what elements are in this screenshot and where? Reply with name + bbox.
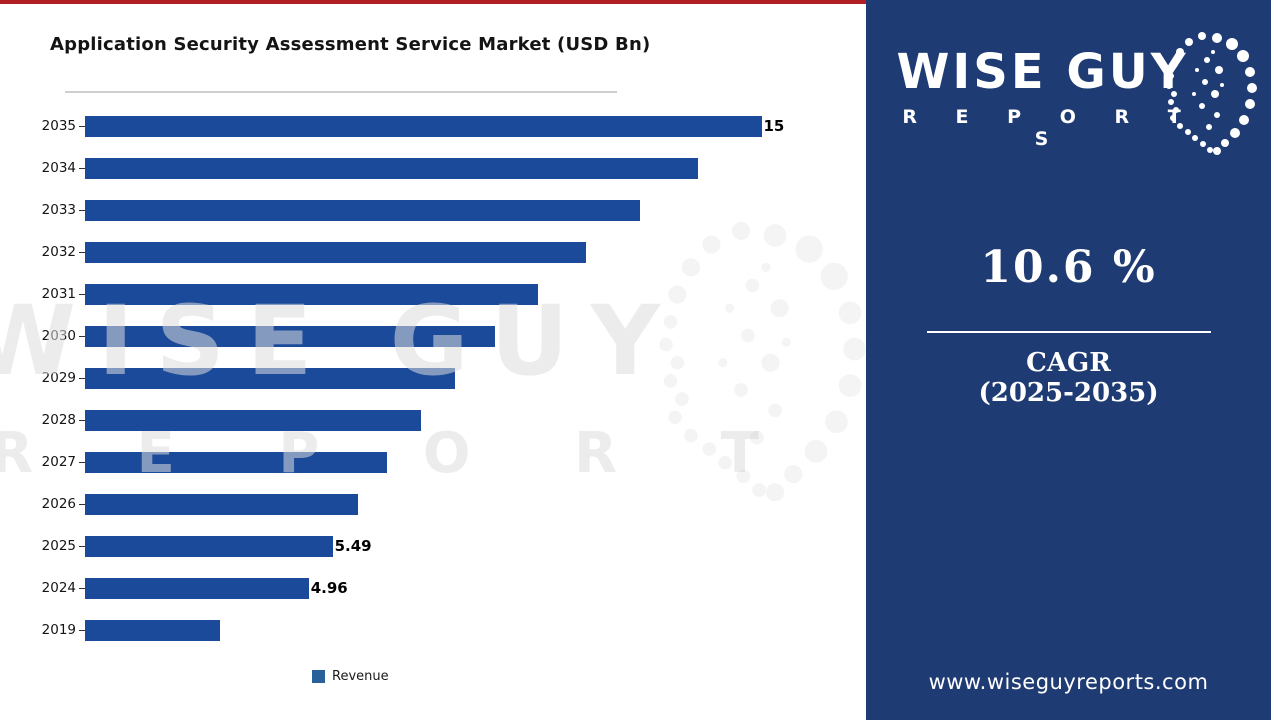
bar-row-2029: 2029 [0,357,866,399]
revenue-bar [85,157,699,179]
website-link[interactable]: www.wiseguyreports.com [928,670,1209,694]
y-tick-mark [79,293,85,295]
y-tick-mark [79,251,85,253]
bar-track [85,619,866,641]
y-tick-mark [79,209,85,211]
revenue-bar [85,367,455,389]
bar-value-label: 15 [763,117,785,135]
y-tick-label: 2034 [41,160,76,176]
cagr-divider [926,331,1211,333]
bar-row-2027: 2027 [0,441,866,483]
brand-logo-text: WISE GUY [896,44,1189,100]
bar-track: 5.49 [85,535,866,557]
revenue-bar [85,241,586,263]
bar-track [85,157,866,179]
legend-swatch [312,670,325,683]
bar-row-2019: 2019 [0,609,866,651]
bar-value-label: 5.49 [334,537,372,555]
y-tick-mark [79,503,85,505]
bar-row-2025: 2025 5.49 [0,525,866,567]
y-tick-mark [79,461,85,463]
bar-track [85,451,866,473]
bar-row-2031: 2031 [0,273,866,315]
bar-track [85,409,866,431]
bar-track [85,283,866,305]
legend: Revenue [312,669,866,684]
bar-track [85,325,866,347]
legend-label: Revenue [332,669,389,684]
bar-row-2033: 2033 [0,189,866,231]
bar-chart: WISE GUY R E P O R T S [0,105,866,684]
y-tick-mark [79,545,85,547]
bar-track [85,493,866,515]
y-tick-label: 2019 [41,622,76,638]
bar-track [85,367,866,389]
y-tick-mark [79,377,85,379]
right-panel: WISE GUY R E P O R T S [866,0,1271,720]
y-tick-mark [79,629,85,631]
y-tick-label: 2028 [41,412,76,428]
y-tick-label: 2035 [41,118,76,134]
chart-title: Application Security Assessment Service … [50,34,651,55]
y-tick-label: 2025 [41,538,76,554]
y-tick-label: 2027 [41,454,76,470]
brand-logo: WISE GUY R E P O R T S [866,32,1271,155]
chart-panel: Application Security Assessment Service … [0,0,866,684]
y-tick-label: 2026 [41,496,76,512]
cagr-value: 10.6 % [980,242,1157,293]
bar-row-2024: 2024 4.96 [0,567,866,609]
bar-row-2030: 2030 [0,315,866,357]
bar-row-2028: 2028 [0,399,866,441]
bar-row-2035: 2035 15 [0,105,866,147]
y-tick-label: 2029 [41,370,76,386]
bar-track: 4.96 [85,577,866,599]
revenue-bar [85,325,496,347]
bar-row-2026: 2026 [0,483,866,525]
revenue-bar [85,619,221,641]
accent-strip [0,0,866,4]
revenue-bar [85,577,309,599]
bar-row-2032: 2032 [0,231,866,273]
y-tick-label: 2032 [41,244,76,260]
y-tick-label: 2030 [41,328,76,344]
bar-row-2034: 2034 [0,147,866,189]
bar-rows: 2035 15 2034 2033 2032 2031 2030 2029 2028 2027 20… [0,105,866,651]
cagr-label-line2: (2025-2035) [978,377,1159,408]
y-tick-label: 2031 [41,286,76,302]
revenue-bar [85,409,421,431]
y-tick-label: 2033 [41,202,76,218]
y-tick-label: 2024 [41,580,76,596]
revenue-bar [85,535,333,557]
y-tick-mark [79,587,85,589]
cagr-label-line1: CAGR [1026,348,1111,378]
title-divider [65,91,617,93]
brand-logo-subtext: R E P O R T S [902,106,1197,150]
y-tick-mark [79,167,85,169]
revenue-bar [85,451,388,473]
cagr-label: CAGR (2025-2035) [978,348,1159,409]
revenue-bar [85,115,762,137]
y-tick-mark [79,125,85,127]
y-tick-mark [79,335,85,337]
bar-track: 15 [85,115,866,137]
revenue-bar [85,493,358,515]
bar-track [85,241,866,263]
y-tick-mark [79,419,85,421]
revenue-bar [85,283,539,305]
bar-value-label: 4.96 [310,579,348,597]
revenue-bar [85,199,640,221]
bar-track [85,199,866,221]
brand-head-icon [1166,32,1257,155]
